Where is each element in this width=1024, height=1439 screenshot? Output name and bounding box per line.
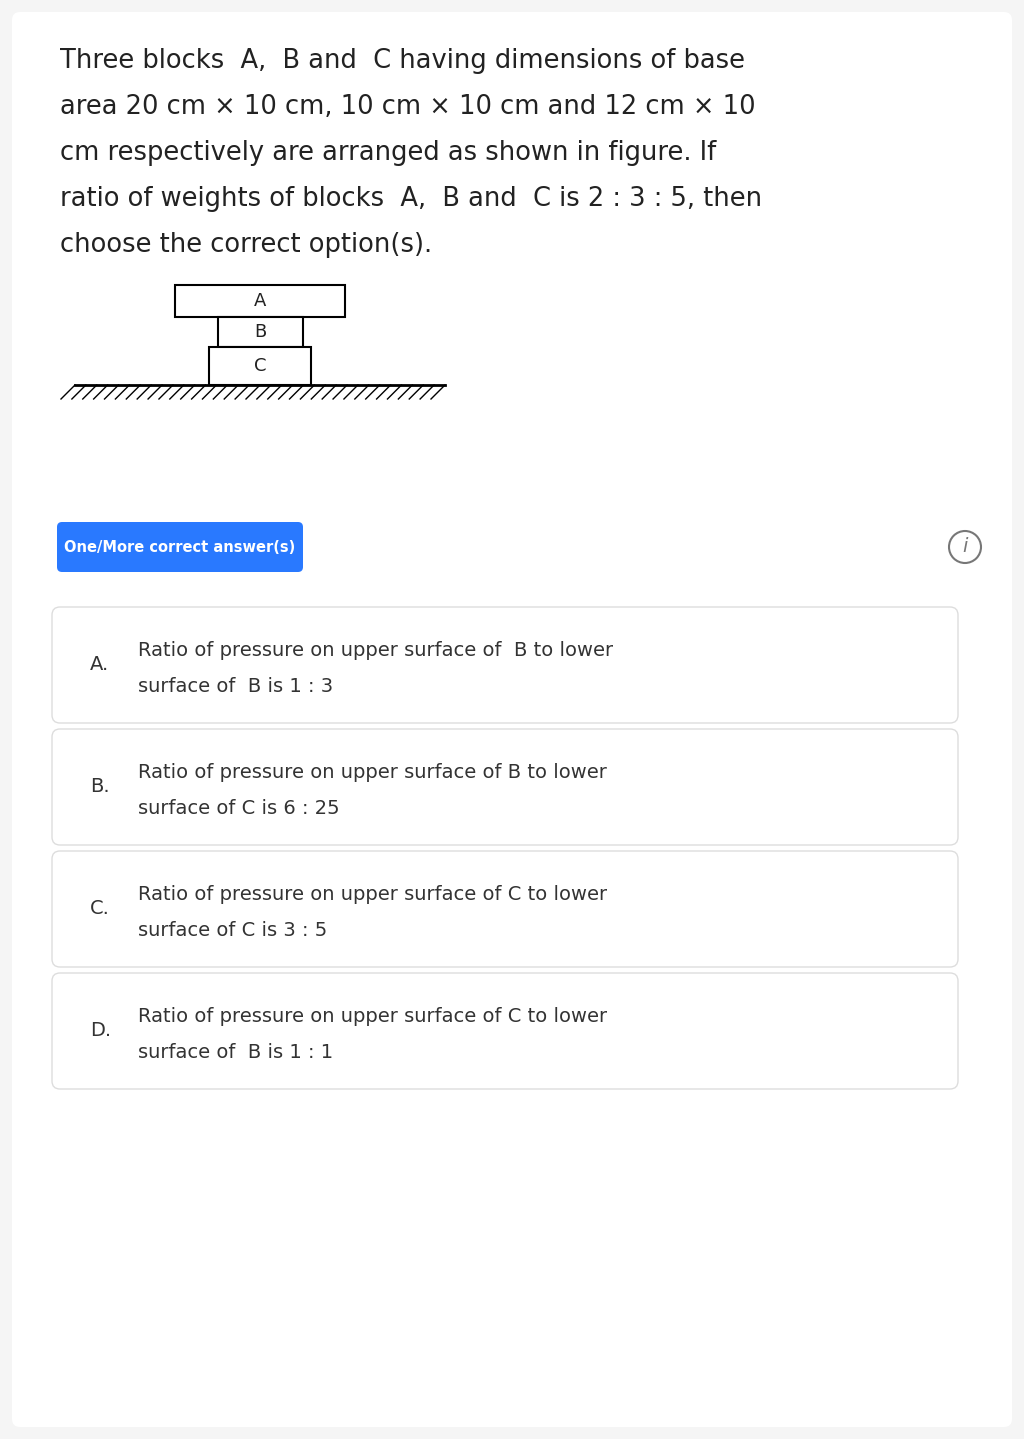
- Text: Ratio of pressure on upper surface of  B to lower: Ratio of pressure on upper surface of B …: [138, 640, 613, 661]
- Text: choose the correct option(s).: choose the correct option(s).: [60, 232, 432, 258]
- Text: surface of C is 6 : 25: surface of C is 6 : 25: [138, 799, 340, 817]
- Text: One/More correct answer(s): One/More correct answer(s): [65, 540, 296, 554]
- Text: D.: D.: [90, 1022, 112, 1040]
- Text: Ratio of pressure on upper surface of B to lower: Ratio of pressure on upper surface of B …: [138, 763, 607, 781]
- Text: A: A: [254, 292, 266, 309]
- Bar: [217, 317, 302, 347]
- Text: ratio of weights of blocks  A,  B and  C is 2 : 3 : 5, then: ratio of weights of blocks A, B and C is…: [60, 186, 762, 212]
- Text: Ratio of pressure on upper surface of C to lower: Ratio of pressure on upper surface of C …: [138, 885, 607, 904]
- Text: B.: B.: [90, 777, 110, 797]
- FancyBboxPatch shape: [52, 850, 958, 967]
- Text: B: B: [254, 322, 266, 341]
- Text: A.: A.: [90, 656, 110, 675]
- Bar: [209, 347, 311, 386]
- Text: surface of C is 3 : 5: surface of C is 3 : 5: [138, 921, 328, 940]
- Text: C: C: [254, 357, 266, 376]
- Bar: [175, 285, 345, 317]
- Text: i: i: [963, 538, 968, 557]
- FancyBboxPatch shape: [52, 730, 958, 845]
- Text: Ratio of pressure on upper surface of C to lower: Ratio of pressure on upper surface of C …: [138, 1007, 607, 1026]
- Text: cm respectively are arranged as shown in figure. If: cm respectively are arranged as shown in…: [60, 140, 716, 165]
- FancyBboxPatch shape: [52, 607, 958, 722]
- Text: area 20 cm × 10 cm, 10 cm × 10 cm and 12 cm × 10: area 20 cm × 10 cm, 10 cm × 10 cm and 12…: [60, 94, 756, 119]
- FancyBboxPatch shape: [12, 12, 1012, 1427]
- Text: surface of  B is 1 : 3: surface of B is 1 : 3: [138, 676, 333, 696]
- Text: C.: C.: [90, 899, 110, 918]
- Text: Three blocks  A,  B and  C having dimensions of base: Three blocks A, B and C having dimension…: [60, 47, 745, 73]
- FancyBboxPatch shape: [52, 973, 958, 1089]
- FancyBboxPatch shape: [57, 522, 303, 571]
- Text: surface of  B is 1 : 1: surface of B is 1 : 1: [138, 1043, 333, 1062]
